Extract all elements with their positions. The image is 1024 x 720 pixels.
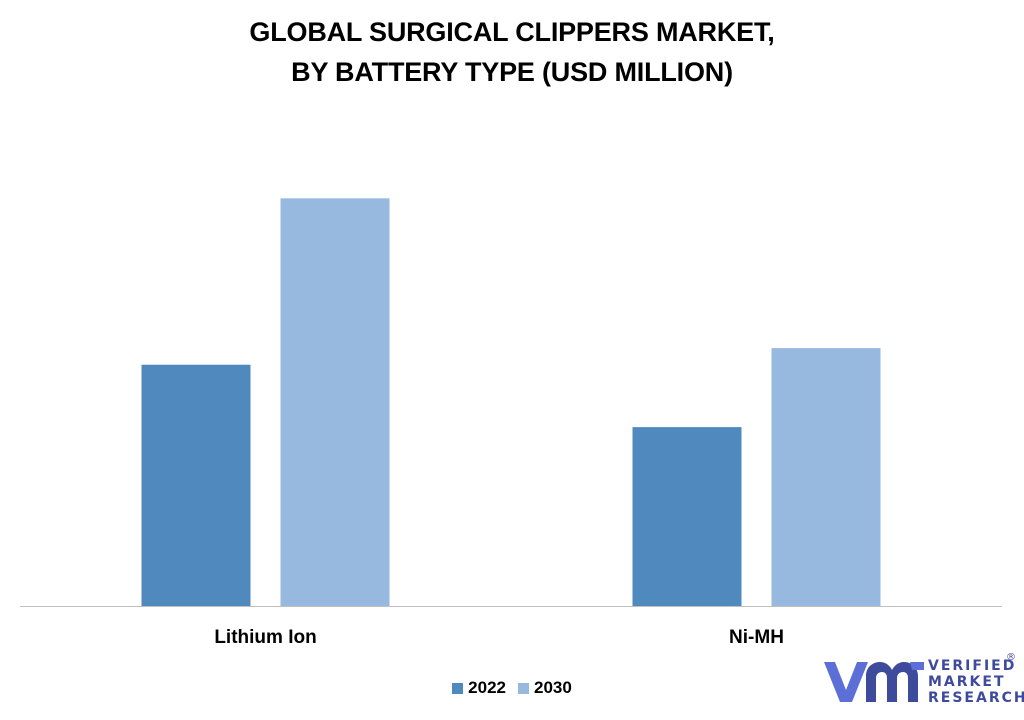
legend-swatch-2030 xyxy=(518,682,529,694)
bar-ni-mh-2022 xyxy=(632,427,742,606)
chart-title-line-2: BY BATTERY TYPE (USD MILLION) xyxy=(291,57,733,87)
x-tick-label: Ni-MH xyxy=(729,627,784,648)
vmr-logo-icon xyxy=(824,662,924,702)
bar-chart: Lithium Ion Ni-MH xyxy=(20,198,1002,648)
logo-text: VERIFIED MARKET RESEARCH xyxy=(928,658,1024,706)
legend-label-2022: 2022 xyxy=(468,678,506,697)
registered-mark: ® xyxy=(1006,652,1016,663)
chart-title-line-1: GLOBAL SURGICAL CLIPPERS MARKET, xyxy=(249,17,775,47)
legend: 2022 2030 xyxy=(0,678,1024,698)
legend-swatch-2022 xyxy=(452,682,464,694)
logo-line-market: MARKET xyxy=(928,674,1006,690)
legend-item-2022: 2022 xyxy=(452,678,506,698)
bar-lithium-ion-2022 xyxy=(141,364,251,606)
logo-line-verified: VERIFIED xyxy=(928,658,1017,674)
x-tick-label: Lithium Ion xyxy=(214,627,316,648)
legend-label-2030: 2030 xyxy=(534,678,572,697)
verified-market-research-logo: VERIFIED MARKET RESEARCH ® xyxy=(822,652,1024,710)
logo-line-research: RESEARCH xyxy=(928,690,1024,706)
bar-lithium-ion-2030 xyxy=(280,198,390,606)
legend-item-2030: 2030 xyxy=(518,678,572,698)
bar-ni-mh-2030 xyxy=(771,348,881,606)
